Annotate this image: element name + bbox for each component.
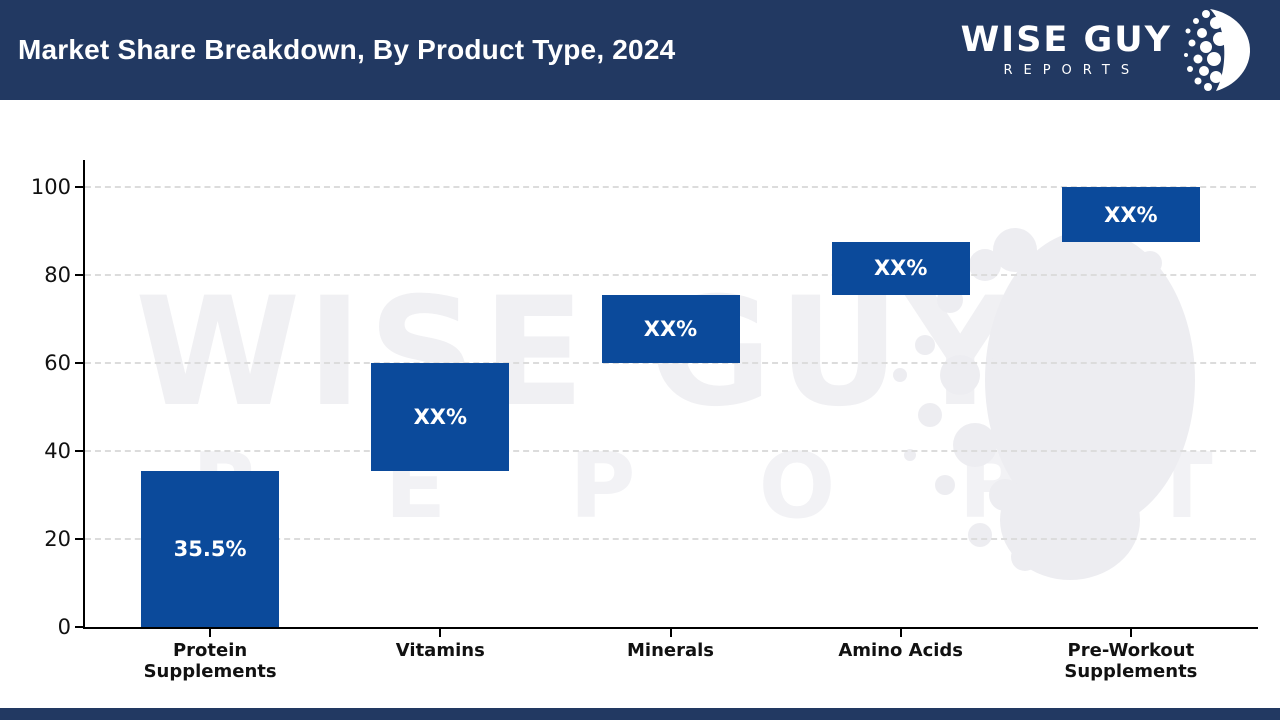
- brand-head-icon: [1184, 9, 1251, 91]
- bar-value-label-vitamins: XX%: [413, 404, 468, 429]
- y-axis-tick-label: 40: [44, 439, 71, 463]
- gridline-80: [85, 274, 1256, 276]
- watermark-wiseguy-text: WISE GUY: [135, 266, 1021, 440]
- y-axis-tick: [75, 186, 83, 188]
- header-bar: Market Share Breakdown, By Product Type,…: [0, 0, 1280, 100]
- bar-pre-workout-supplements: [1061, 187, 1200, 242]
- y-axis-tick-label: 20: [44, 527, 71, 551]
- y-axis-tick: [75, 274, 83, 276]
- y-axis-tick: [75, 362, 83, 364]
- y-axis-tick-label: 60: [44, 351, 71, 375]
- x-axis-tick: [439, 629, 442, 637]
- bar-minerals: [601, 294, 740, 363]
- bar-amino-acids: [831, 242, 970, 295]
- bar-protein-supplements: [141, 470, 280, 627]
- y-axis-tick: [75, 450, 83, 452]
- x-axis-category-label-protein-supplements: Protein Supplements: [143, 640, 277, 682]
- brand-name: WISE GUY: [960, 19, 1172, 60]
- y-axis-tick: [75, 626, 83, 628]
- gridline-40: [85, 450, 1256, 452]
- x-axis-category-label-pre-workout-supplements: Pre-Workout Supplements: [1064, 640, 1198, 682]
- x-axis-category-label-minerals: Minerals: [626, 640, 714, 661]
- y-axis-tick-label: 80: [44, 263, 71, 287]
- footer-bar: [0, 708, 1280, 720]
- x-axis-tick: [209, 629, 212, 637]
- page-title: Market Share Breakdown, By Product Type,…: [18, 34, 676, 65]
- bar-value-label-minerals: XX%: [643, 316, 698, 341]
- x-axis-category-label-vitamins: Vitamins: [395, 640, 485, 661]
- x-axis-category-label-amino-acids: Amino Acids: [838, 640, 964, 661]
- y-axis-tick-label: 100: [30, 175, 71, 199]
- gridline-60: [85, 362, 1256, 364]
- brand-wordmark: WISE GUY REPORTS: [960, 19, 1172, 78]
- x-axis-tick: [1129, 629, 1132, 637]
- y-axis-line: [83, 160, 85, 629]
- y-axis-tick-label: 0: [57, 615, 71, 639]
- brand-subtitle: REPORTS: [1003, 62, 1141, 78]
- x-axis-tick: [899, 629, 902, 637]
- gridline-100: [85, 186, 1256, 188]
- x-axis-line: [83, 627, 1258, 629]
- bar-value-label-protein-supplements: 35.5%: [173, 536, 247, 561]
- y-axis-tick: [75, 538, 83, 540]
- bar-vitamins: [371, 363, 510, 471]
- gridline-20: [85, 538, 1256, 540]
- bar-value-label-amino-acids: XX%: [873, 256, 928, 281]
- watermark-head-icon: [893, 223, 1195, 580]
- x-axis-tick: [669, 629, 672, 637]
- bar-value-label-pre-workout-supplements: XX%: [1104, 202, 1158, 227]
- brand-logo: WISE GUY REPORTS: [961, 7, 1258, 93]
